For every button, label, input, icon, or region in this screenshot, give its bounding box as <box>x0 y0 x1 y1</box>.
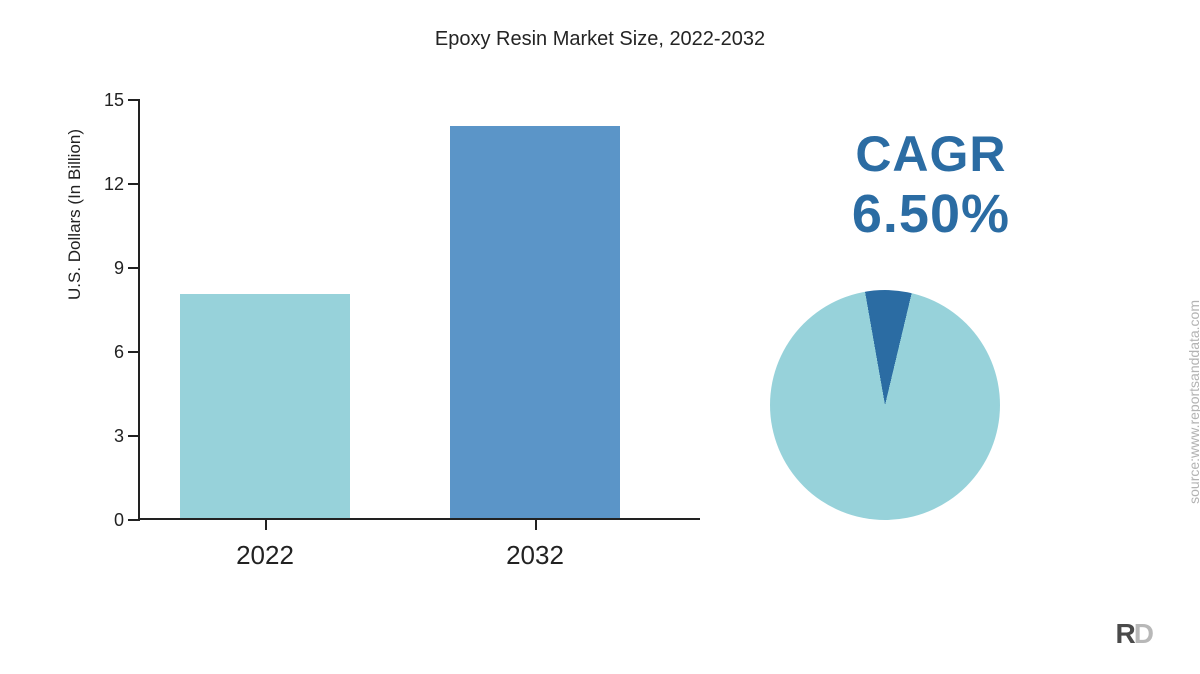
bar <box>450 126 620 518</box>
y-tick <box>128 99 140 101</box>
logo-d: D <box>1134 618 1152 649</box>
y-tick-label: 6 <box>84 342 124 363</box>
y-tick <box>128 183 140 185</box>
y-tick <box>128 351 140 353</box>
chart-title: Epoxy Resin Market Size, 2022-2032 <box>0 28 1200 51</box>
y-tick <box>128 519 140 521</box>
y-axis-line <box>138 100 140 520</box>
x-tick <box>535 520 537 530</box>
source-attribution: source:www.reportsanddata.com <box>1186 300 1200 504</box>
logo-r: R <box>1116 618 1134 649</box>
y-tick-label: 12 <box>84 174 124 195</box>
cagr-block: CAGR 6.50% <box>852 125 1010 245</box>
y-tick-label: 9 <box>84 258 124 279</box>
bar <box>180 294 350 518</box>
brand-logo: RD <box>1116 618 1152 650</box>
y-tick-label: 0 <box>84 510 124 531</box>
x-category-label: 2022 <box>205 540 325 571</box>
pie-circle <box>770 290 1000 520</box>
y-tick <box>128 267 140 269</box>
y-tick-label: 15 <box>84 90 124 111</box>
y-tick <box>128 435 140 437</box>
pie-chart <box>770 290 1000 520</box>
x-axis-line <box>140 518 700 520</box>
x-category-label: 2032 <box>475 540 595 571</box>
cagr-value: 6.50% <box>852 183 1010 245</box>
y-axis-label: U.S. Dollars (In Billion) <box>65 129 85 300</box>
y-tick-label: 3 <box>84 426 124 447</box>
x-tick <box>265 520 267 530</box>
cagr-label: CAGR <box>852 125 1010 183</box>
